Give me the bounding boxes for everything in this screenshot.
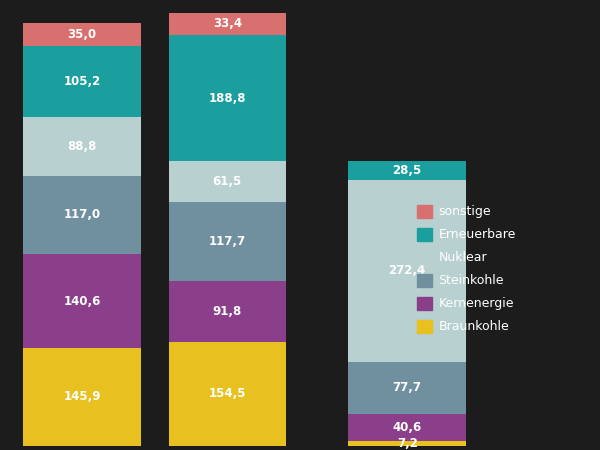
Bar xyxy=(349,180,466,362)
Bar xyxy=(169,13,286,35)
Bar xyxy=(349,441,466,446)
Text: 154,5: 154,5 xyxy=(209,387,246,400)
Bar xyxy=(349,362,466,414)
Text: 7,2: 7,2 xyxy=(397,436,418,450)
Bar xyxy=(349,161,466,180)
Bar xyxy=(169,35,286,161)
Text: 35,0: 35,0 xyxy=(68,28,97,41)
Text: 33,4: 33,4 xyxy=(213,18,242,31)
Text: 272,4: 272,4 xyxy=(389,264,426,277)
Bar xyxy=(23,117,141,176)
Text: 61,5: 61,5 xyxy=(213,175,242,188)
Text: 145,9: 145,9 xyxy=(64,390,101,403)
Text: 77,7: 77,7 xyxy=(393,381,422,394)
Bar xyxy=(23,254,141,348)
Bar xyxy=(23,23,141,46)
Text: 188,8: 188,8 xyxy=(209,92,246,104)
Text: 40,6: 40,6 xyxy=(392,421,422,434)
Text: 140,6: 140,6 xyxy=(64,295,101,307)
Text: 88,8: 88,8 xyxy=(67,140,97,153)
Text: 117,7: 117,7 xyxy=(209,235,246,248)
Text: 105,2: 105,2 xyxy=(64,75,101,88)
Text: 28,5: 28,5 xyxy=(392,164,422,176)
Bar xyxy=(169,161,286,202)
Bar xyxy=(349,414,466,441)
Text: 117,0: 117,0 xyxy=(64,208,101,221)
Bar xyxy=(169,281,286,342)
Bar xyxy=(23,46,141,117)
Bar xyxy=(169,202,286,281)
Bar xyxy=(23,176,141,254)
Text: 91,8: 91,8 xyxy=(213,305,242,318)
Legend: sonstige, Erneuerbare, Nuklear, Steinkohle, Kernenergie, Braunkohle: sonstige, Erneuerbare, Nuklear, Steinkoh… xyxy=(412,200,521,338)
Bar xyxy=(169,342,286,446)
Bar xyxy=(23,348,141,446)
